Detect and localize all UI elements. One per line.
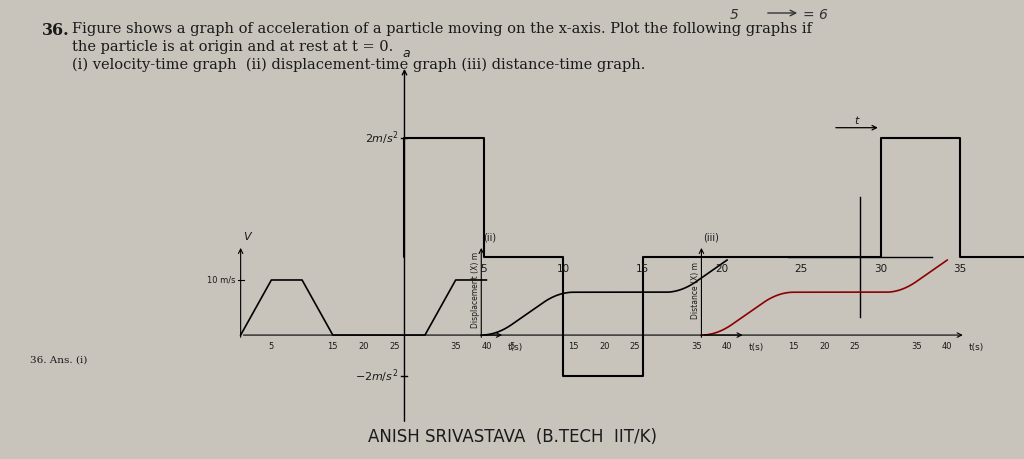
Text: Figure shows a graph of acceleration of a particle moving on the x-axis. Plot th: Figure shows a graph of acceleration of … [72,22,812,36]
Text: 25: 25 [850,342,860,351]
Text: = 6: = 6 [803,8,827,22]
Text: 40: 40 [722,342,732,351]
Text: V: V [243,232,250,242]
Text: 40: 40 [481,342,492,351]
Text: 25: 25 [389,342,399,351]
Text: 20: 20 [819,342,829,351]
Text: 15: 15 [788,342,799,351]
Text: 36.: 36. [42,22,70,39]
Text: 25: 25 [795,264,808,274]
Text: 5: 5 [730,8,739,22]
Text: 5: 5 [509,342,515,351]
Text: a: a [402,47,411,60]
Text: 35: 35 [911,342,922,351]
Text: 36. Ans. (i): 36. Ans. (i) [30,356,87,364]
Text: (ii): (ii) [483,232,497,242]
Text: (i) velocity-time graph  (ii) displacement-time graph (iii) distance-time graph.: (i) velocity-time graph (ii) displacemen… [72,58,645,73]
Text: t: t [855,116,859,126]
Text: (iii): (iii) [703,232,719,242]
Text: 15: 15 [328,342,338,351]
Text: 15: 15 [568,342,579,351]
Text: t(s): t(s) [749,343,764,352]
Text: Distance (X) m: Distance (X) m [691,262,700,319]
Text: Displacement (X) m: Displacement (X) m [471,252,480,328]
Text: $-2m/s^2$: $-2m/s^2$ [355,368,398,385]
Text: the particle is at origin and at rest at t = 0.: the particle is at origin and at rest at… [72,40,393,54]
Text: 20: 20 [599,342,609,351]
Text: 40: 40 [942,342,952,351]
Text: $2m/s^2$: $2m/s^2$ [365,129,398,146]
Text: 35: 35 [953,264,967,274]
Text: 10: 10 [557,264,569,274]
Text: 35: 35 [451,342,461,351]
Text: 10 m/s: 10 m/s [207,275,236,285]
Text: 20: 20 [716,264,728,274]
Text: t(s): t(s) [508,343,523,352]
Text: t(s): t(s) [969,343,984,352]
Text: 20: 20 [358,342,369,351]
Text: 35: 35 [691,342,701,351]
Text: 5: 5 [480,264,487,274]
Text: 25: 25 [630,342,640,351]
Text: 5: 5 [268,342,274,351]
Text: 30: 30 [874,264,887,274]
Text: 15: 15 [636,264,649,274]
Text: ANISH SRIVASTAVA  (B.TECH  IIT/K): ANISH SRIVASTAVA (B.TECH IIT/K) [368,428,656,446]
